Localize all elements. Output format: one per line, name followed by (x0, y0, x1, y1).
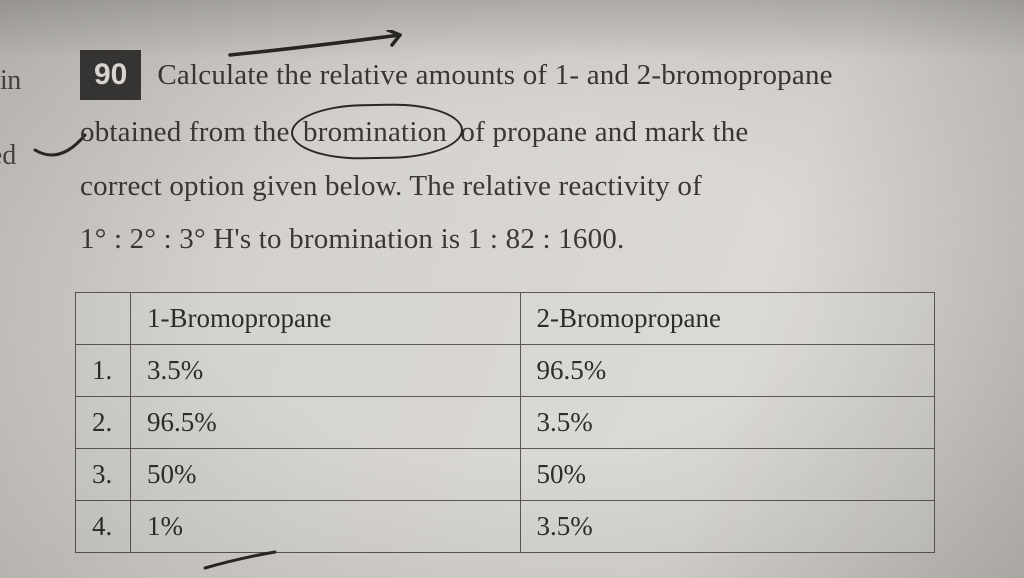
row-col2: 3.5% (520, 501, 934, 553)
question-line-2: obtained from the bromination of propane… (80, 108, 984, 157)
question-text-3: correct option given below. The relative… (80, 162, 984, 211)
question-text-4: 1° : 2° : 3° H's to bromination is 1 : 8… (80, 215, 984, 264)
question-block: 90 Calculate the relative amounts of 1- … (80, 50, 984, 264)
table-row: 3. 50% 50% (76, 449, 935, 501)
table-row: 4. 1% 3.5% (76, 501, 935, 553)
row-col1: 96.5% (130, 397, 520, 449)
table-row: 1. 3.5% 96.5% (76, 345, 935, 397)
row-num: 3. (76, 449, 131, 501)
margin-text-left: in (0, 65, 21, 97)
textbook-page: in ted 90 Calculate the relative amounts… (0, 0, 1024, 578)
table-header-row: 1-Bromopropane 2-Bromopropane (76, 293, 935, 345)
row-col1: 50% (130, 449, 520, 501)
row-num: 1. (76, 345, 131, 397)
row-col2: 96.5% (520, 345, 934, 397)
row-col2: 3.5% (520, 397, 934, 449)
header-col1: 1-Bromopropane (130, 293, 520, 345)
header-col2: 2-Bromopropane (520, 293, 934, 345)
answer-table-container: 1-Bromopropane 2-Bromopropane 1. 3.5% 96… (75, 292, 984, 553)
row-num: 2. (76, 397, 131, 449)
row-col2: 50% (520, 449, 934, 501)
question-line-1: 90 Calculate the relative amounts of 1- … (80, 50, 984, 100)
bottom-handwritten-mark (200, 550, 280, 570)
row-col1: 3.5% (130, 345, 520, 397)
circled-word: bromination (297, 108, 453, 157)
question-text-2b: of propane and mark the (453, 116, 749, 148)
question-text-2a: obtained from the (80, 116, 297, 148)
handwritten-arrow (220, 30, 420, 60)
row-col1: 1% (130, 501, 520, 553)
answer-table: 1-Bromopropane 2-Bromopropane 1. 3.5% 96… (75, 292, 935, 553)
table-row: 2. 96.5% 3.5% (76, 397, 935, 449)
question-number-box: 90 (80, 50, 141, 100)
margin-text-left2: ted (0, 140, 16, 172)
header-blank (76, 293, 131, 345)
row-num: 4. (76, 501, 131, 553)
